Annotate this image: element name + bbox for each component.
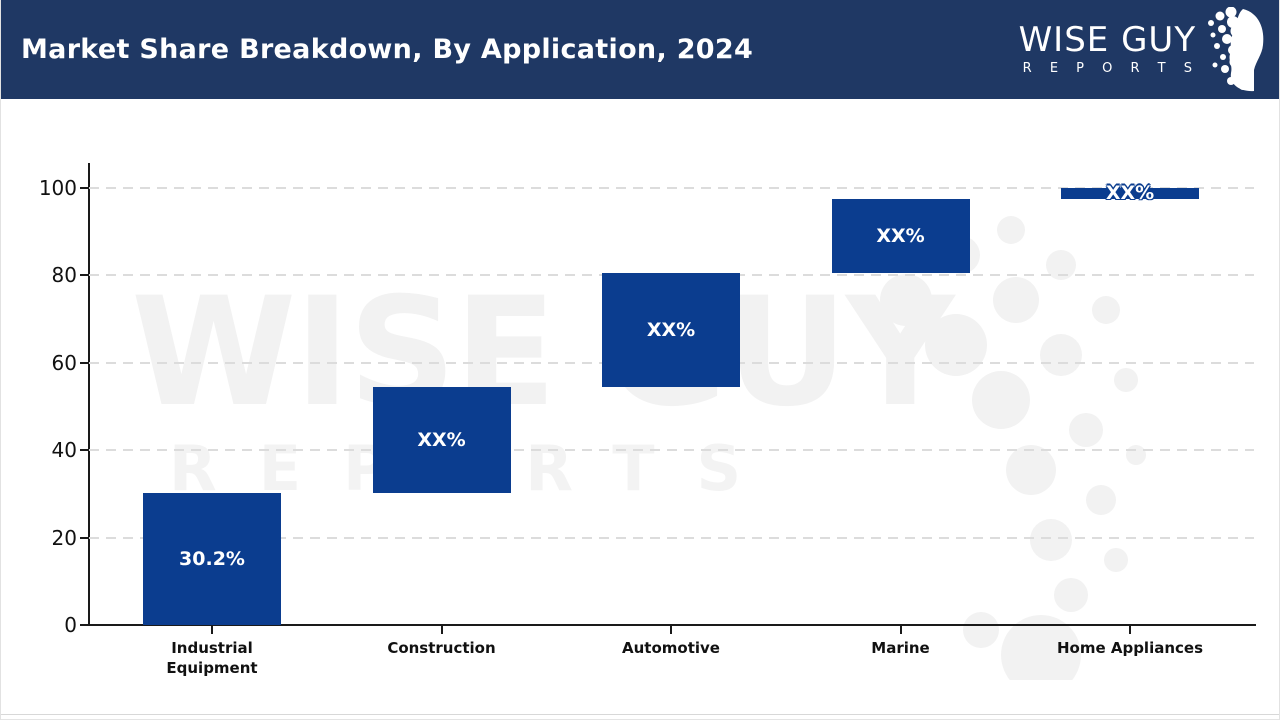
y-tick-mark [80,361,89,364]
bar-label-automotive: XX% [646,318,696,341]
x-label-automotive: Automotive [622,639,720,657]
bar-label-industrial-equipment: 30.2% [179,547,245,570]
y-tick-label: 60 [51,350,77,375]
bar-marine [831,198,970,273]
x-label-home-appliances: Home Appliances [1056,639,1204,657]
bar-label-construction: XX% [417,428,466,451]
y-tick-label: 20 [51,525,77,550]
y-tick-label: 80 [51,263,77,287]
logo-wordmark: WISE GUY [1018,20,1197,61]
bar-industrial-equipment [143,492,281,625]
gridline-40 [89,449,1254,451]
x-tick-mark [211,626,213,634]
logo-subtext: R E P O R T S [1022,60,1199,76]
footer-divider [1,714,1279,715]
logo-head-icon [1208,6,1264,91]
y-tick-mark [80,274,89,276]
bar-automotive [602,272,740,387]
bar-home-appliances [1061,187,1199,199]
x-axis-spine [88,624,1256,626]
x-tick-mark [440,626,443,634]
y-tick-mark [80,536,89,539]
x-label-marine: Marine [871,639,930,657]
page-title: Market Share Breakdown, By Application, … [21,34,754,65]
y-tick-label: 40 [51,438,77,462]
logo-text: WISE GUY R E P O R T S [1016,20,1199,76]
y-tick-mark [80,624,89,626]
bar-label-marine: XX% [876,224,925,247]
x-label-industrial-equipment: Industrial Equipment [166,639,258,677]
watermark-wordmark: WISE GUY [131,266,955,440]
y-tick-mark [80,186,89,189]
y-tick-mark [80,449,89,451]
gridline-100 [89,186,1254,189]
y-tick-label: 100 [38,175,77,200]
x-tick-mark [1129,626,1131,634]
gridline-20 [89,536,1254,539]
x-label-construction: Construction [387,639,496,657]
x-tick-mark [899,626,902,634]
bar-label-home-appliances: XX% [1105,182,1155,205]
y-tick-label: 0 [64,613,77,637]
x-tick-mark [670,626,672,634]
logo: WISE GUY R E P O R T S [1016,6,1271,93]
header: Market Share Breakdown, By Application, … [1,0,1279,99]
y-axis-spine [88,163,90,626]
bar-construction [372,387,511,493]
